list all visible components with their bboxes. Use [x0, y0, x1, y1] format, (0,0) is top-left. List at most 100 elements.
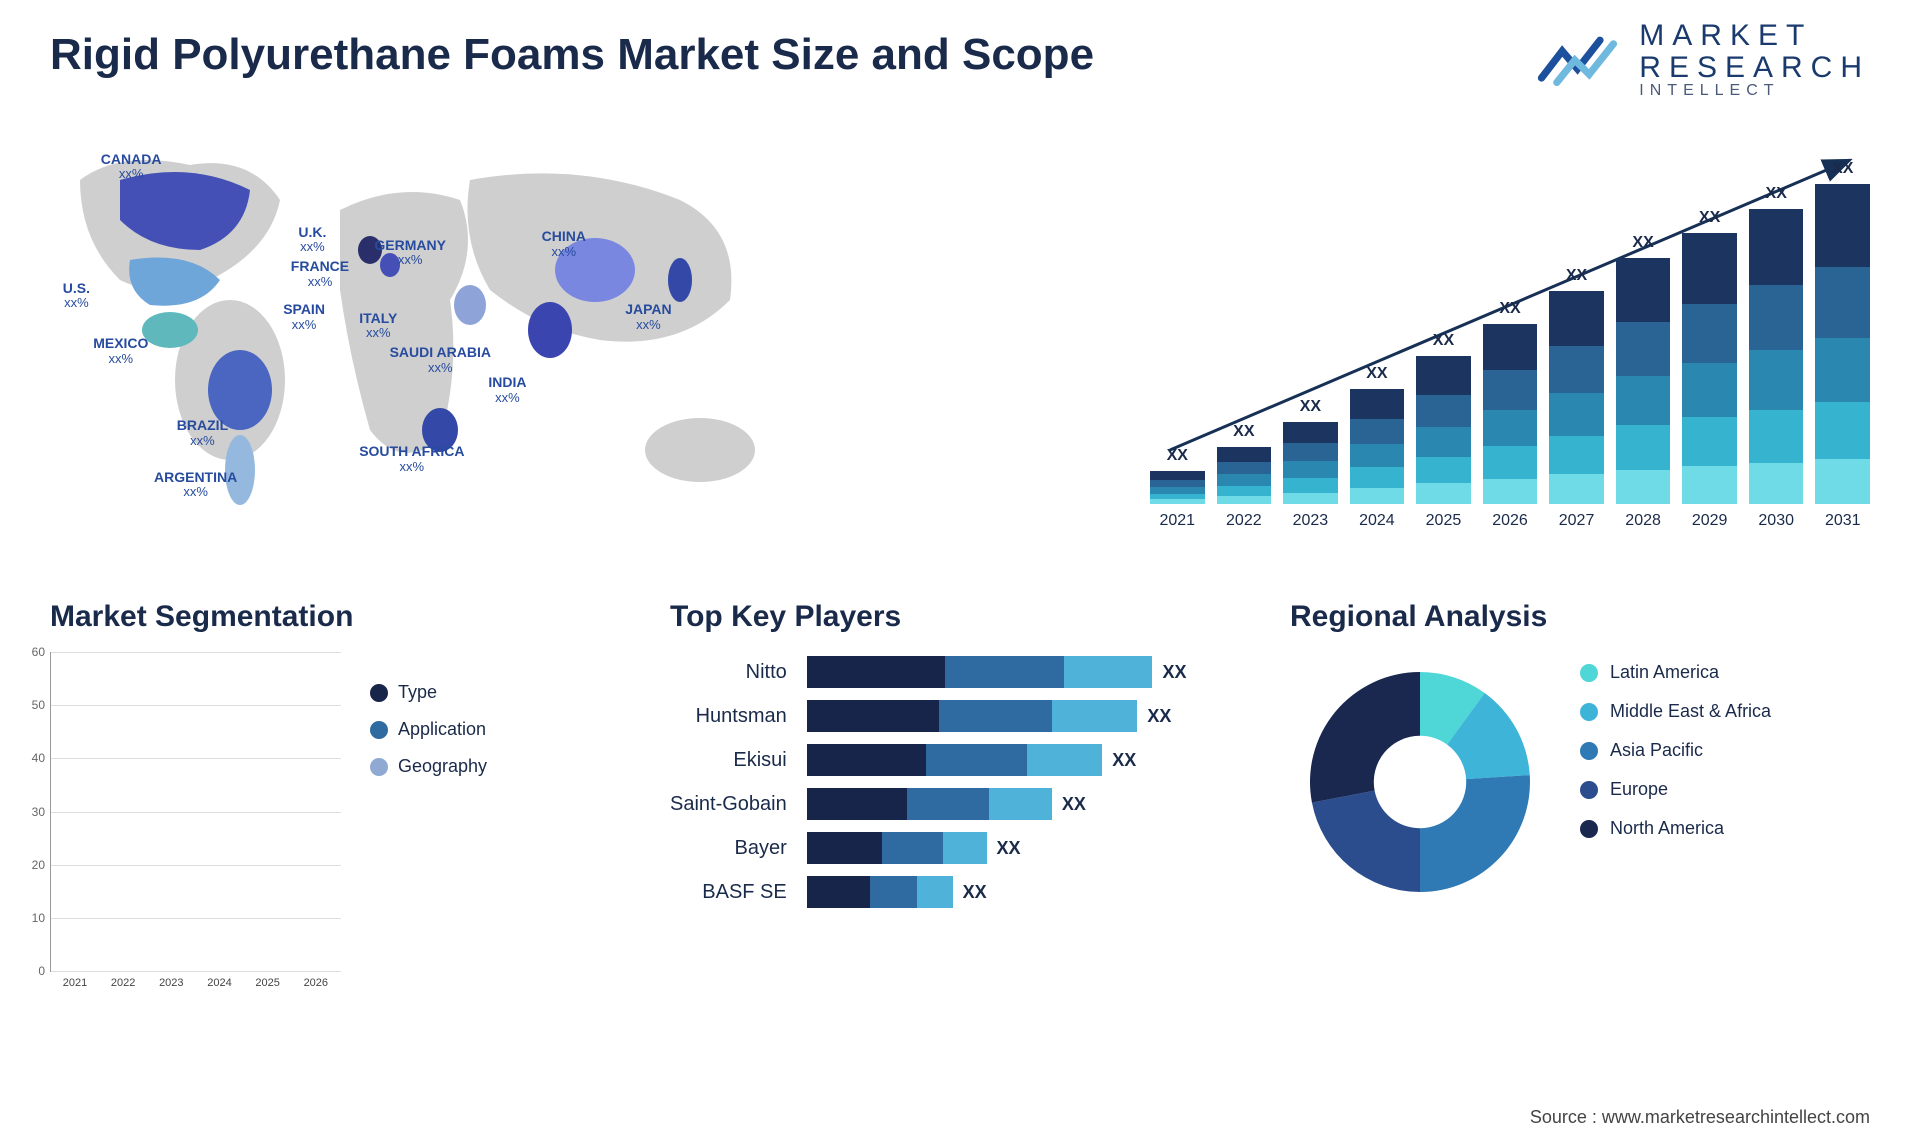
main-chart-year-label: 2028	[1625, 512, 1661, 530]
player-value-label: XX	[1162, 662, 1186, 683]
main-chart-year-label: 2029	[1692, 512, 1728, 530]
players-labels: NittoHuntsmanEkisuiSaint-GobainBayerBASF…	[670, 652, 787, 908]
main-chart-bar: XX 2023	[1283, 398, 1338, 530]
main-chart-year-label: 2021	[1159, 512, 1195, 530]
main-chart-year-label: 2030	[1758, 512, 1794, 530]
map-label: SOUTH AFRICAxx%	[359, 444, 464, 473]
map-label: U.K.xx%	[298, 225, 326, 254]
regional-analysis-panel: Regional Analysis Latin AmericaMiddle Ea…	[1290, 600, 1870, 1020]
map-label: MEXICOxx%	[93, 336, 148, 365]
regional-title: Regional Analysis	[1290, 600, 1870, 634]
regional-legend: Latin AmericaMiddle East & AfricaAsia Pa…	[1580, 652, 1771, 839]
player-bar-row: XX	[807, 656, 1250, 688]
regional-legend-item: Europe	[1580, 779, 1771, 800]
map-label: JAPANxx%	[625, 302, 671, 331]
main-chart-year-label: 2026	[1492, 512, 1528, 530]
seg-xlabel: 2024	[196, 977, 244, 989]
map-label: INDIAxx%	[488, 375, 526, 404]
main-chart-year-label: 2023	[1293, 512, 1329, 530]
main-chart-year-label: 2025	[1426, 512, 1462, 530]
top-key-players-panel: Top Key Players NittoHuntsmanEkisuiSaint…	[670, 600, 1250, 1020]
bar-value-label: XX	[1167, 447, 1188, 465]
main-chart-bar: XX 2029	[1682, 209, 1737, 530]
seg-ytick: 0	[38, 964, 45, 978]
main-chart-bar: XX 2031	[1815, 160, 1870, 530]
logo-line3: INTELLECT	[1639, 83, 1870, 100]
bar-value-label: XX	[1632, 234, 1653, 252]
map-label: CANADAxx%	[101, 152, 162, 181]
map-label: SAUDI ARABIAxx%	[390, 345, 491, 374]
bar-value-label: XX	[1566, 267, 1587, 285]
main-chart-bar: XX 2024	[1350, 365, 1405, 530]
regional-legend-item: North America	[1580, 818, 1771, 839]
bar-value-label: XX	[1699, 209, 1720, 227]
main-chart-bar: XX 2027	[1549, 267, 1604, 530]
map-label: GERMANYxx%	[374, 238, 446, 267]
map-label: SPAINxx%	[283, 302, 325, 331]
player-value-label: XX	[997, 838, 1021, 859]
seg-xlabel: 2025	[244, 977, 292, 989]
seg-ytick: 40	[32, 751, 45, 765]
player-name-label: BASF SE	[702, 876, 786, 908]
player-value-label: XX	[1062, 794, 1086, 815]
player-value-label: XX	[963, 882, 987, 903]
player-name-label: Nitto	[746, 656, 787, 688]
source-text: Source : www.marketresearchintellect.com	[1530, 1107, 1870, 1128]
player-bar-row: XX	[807, 700, 1250, 732]
map-label: U.S.xx%	[63, 281, 90, 310]
seg-xlabel: 2023	[147, 977, 195, 989]
segmentation-legend-item: Application	[370, 719, 487, 740]
bar-value-label: XX	[1766, 185, 1787, 203]
market-segmentation-panel: Market Segmentation 01020304050602021202…	[50, 600, 630, 1020]
main-chart-bar: XX2022	[1217, 423, 1272, 530]
regional-donut-chart	[1290, 652, 1550, 912]
seg-ytick: 20	[32, 858, 45, 872]
seg-xlabel: 2022	[99, 977, 147, 989]
player-name-label: Saint-Gobain	[670, 788, 787, 820]
map-label: ITALYxx%	[359, 311, 397, 340]
main-chart-bar: XX 2025	[1416, 332, 1471, 530]
map-label: ARGENTINAxx%	[154, 470, 237, 499]
logo-icon	[1537, 30, 1627, 90]
players-title: Top Key Players	[670, 600, 1250, 634]
page-title: Rigid Polyurethane Foams Market Size and…	[50, 30, 1094, 80]
segmentation-title: Market Segmentation	[50, 600, 630, 634]
seg-xlabel: 2026	[292, 977, 340, 989]
segmentation-legend-item: Type	[370, 682, 487, 703]
bar-value-label: XX	[1832, 160, 1853, 178]
main-chart-bar: XX 2028	[1616, 234, 1671, 530]
world-map: CANADAxx% U.S.xx%MEXICOxx% BRAZILxx% ARGENT…	[40, 130, 800, 560]
main-chart-year-label: 2027	[1559, 512, 1595, 530]
segmentation-legend-item: Geography	[370, 756, 487, 777]
segmentation-legend: Type Application Geography	[370, 652, 487, 972]
main-chart-bar: XX 2030	[1749, 185, 1804, 530]
main-market-size-chart: XX2021XX2022XX2023XX2024XX2025XX2026XX20…	[1150, 150, 1870, 560]
logo-line2: RESEARCH	[1639, 52, 1870, 84]
map-label: BRAZILxx%	[177, 418, 228, 447]
logo-line1: MARKET	[1639, 20, 1870, 52]
seg-xlabel: 2021	[51, 977, 99, 989]
bar-value-label: XX	[1366, 365, 1387, 383]
donut-slice	[1312, 791, 1420, 892]
main-chart-year-label: 2022	[1226, 512, 1262, 530]
player-bar-row: XX	[807, 832, 1250, 864]
bar-value-label: XX	[1499, 300, 1520, 318]
player-name-label: Huntsman	[696, 700, 787, 732]
main-chart-bar: XX 2021	[1150, 447, 1205, 530]
bar-value-label: XX	[1433, 332, 1454, 350]
seg-ytick: 50	[32, 698, 45, 712]
players-bars-chart: XX XX XX XX XX XX	[807, 652, 1250, 908]
seg-ytick: 30	[32, 805, 45, 819]
main-chart-year-label: 2031	[1825, 512, 1861, 530]
player-value-label: XX	[1147, 706, 1171, 727]
donut-slice	[1420, 775, 1530, 892]
bar-value-label: XX	[1300, 398, 1321, 416]
regional-legend-item: Latin America	[1580, 662, 1771, 683]
segmentation-chart: 0102030405060202120222023202420252026	[50, 652, 340, 972]
player-bar-row: XX	[807, 744, 1250, 776]
main-chart-year-label: 2024	[1359, 512, 1395, 530]
player-bar-row: XX	[807, 876, 1250, 908]
seg-ytick: 10	[32, 911, 45, 925]
donut-slice	[1310, 672, 1420, 803]
regional-legend-item: Asia Pacific	[1580, 740, 1771, 761]
